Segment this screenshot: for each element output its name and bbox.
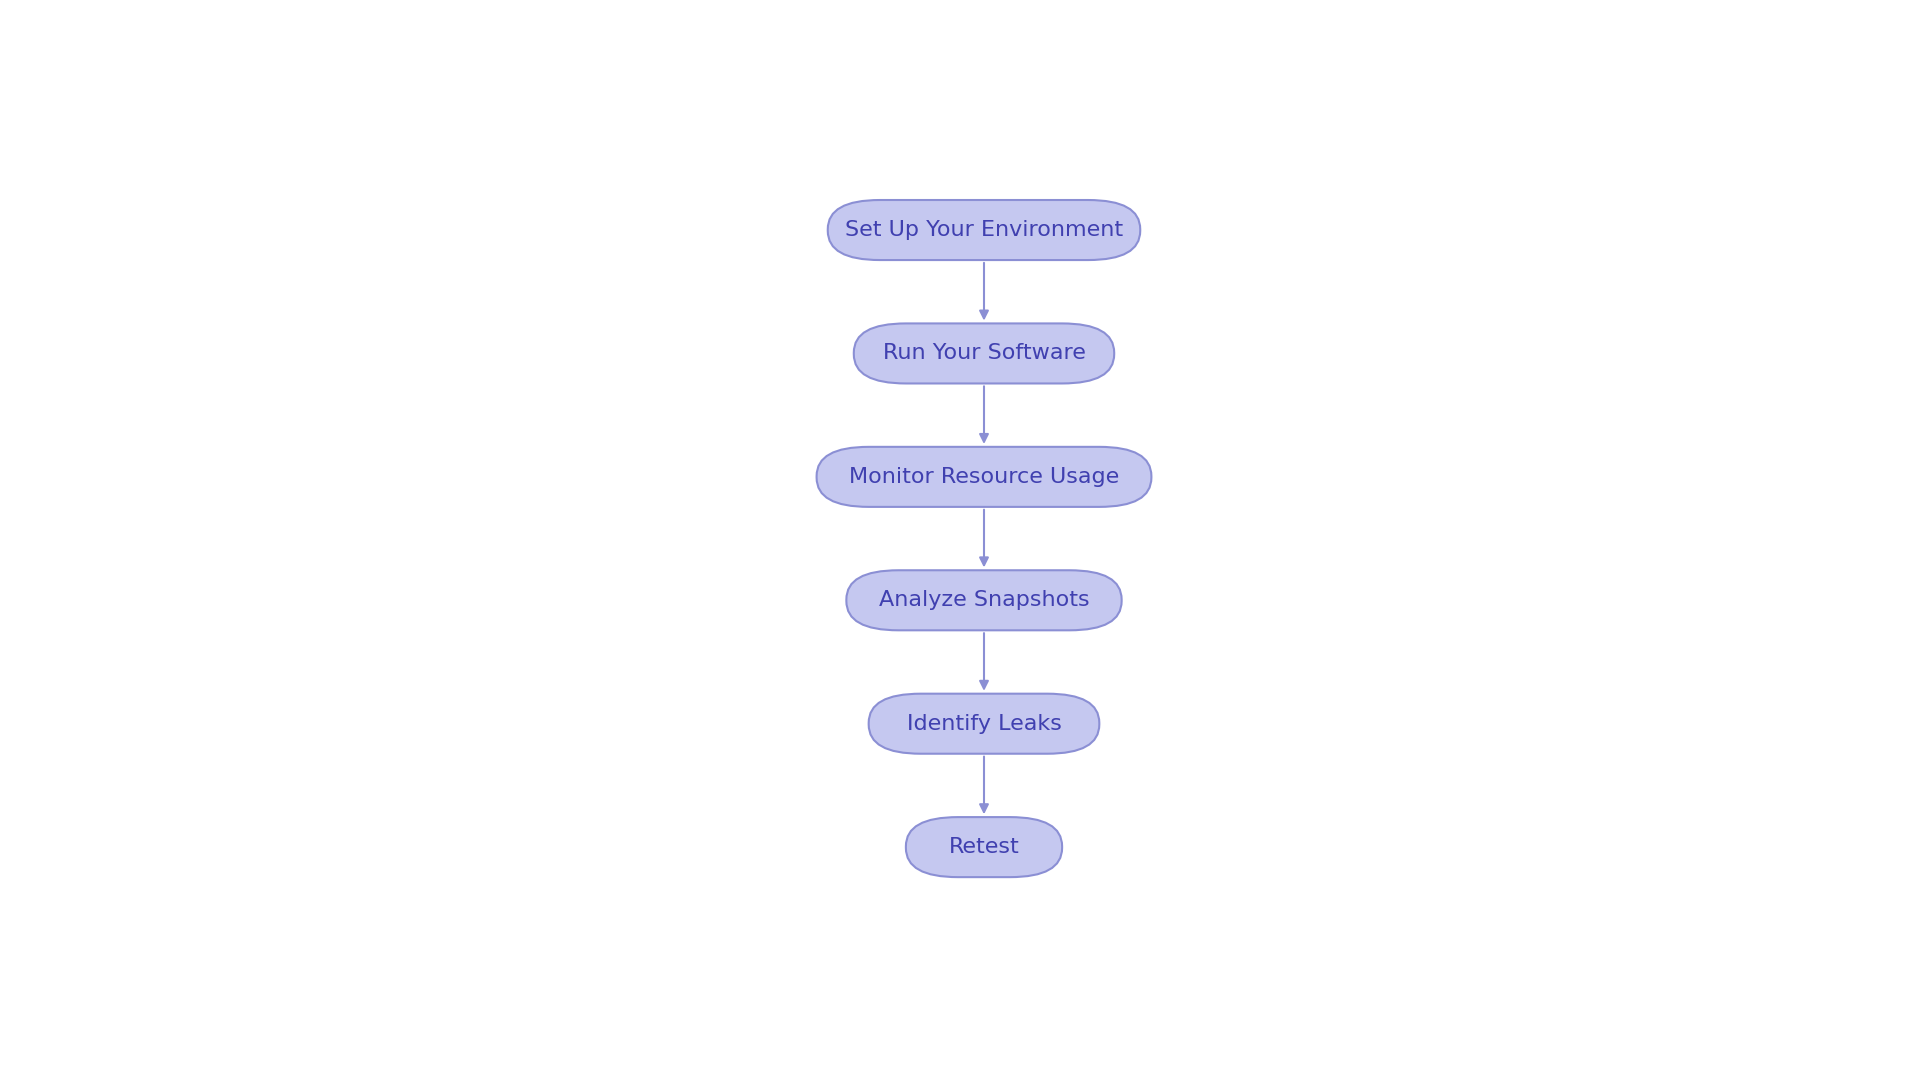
FancyBboxPatch shape (854, 324, 1114, 383)
Text: Analyze Snapshots: Analyze Snapshots (879, 590, 1089, 611)
Text: Identify Leaks: Identify Leaks (906, 714, 1062, 733)
FancyBboxPatch shape (868, 694, 1100, 754)
Text: Run Your Software: Run Your Software (883, 343, 1085, 364)
Text: Set Up Your Environment: Set Up Your Environment (845, 220, 1123, 240)
FancyBboxPatch shape (816, 447, 1152, 507)
FancyBboxPatch shape (906, 817, 1062, 877)
Text: Monitor Resource Usage: Monitor Resource Usage (849, 467, 1119, 487)
FancyBboxPatch shape (847, 571, 1121, 630)
Text: Retest: Retest (948, 837, 1020, 857)
FancyBboxPatch shape (828, 200, 1140, 260)
